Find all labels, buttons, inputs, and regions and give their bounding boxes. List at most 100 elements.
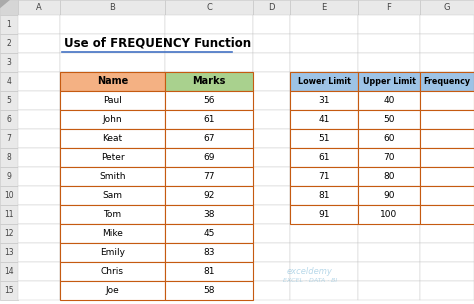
Text: 71: 71 (318, 172, 330, 181)
Bar (165, 110, 253, 129)
Bar (358, 205, 420, 224)
Bar (165, 167, 253, 186)
Bar (18, 91, 60, 110)
Text: C: C (206, 3, 212, 12)
Bar (420, 15, 474, 34)
Bar (18, 205, 60, 224)
Bar (253, 262, 290, 281)
Bar (290, 129, 358, 148)
Text: 61: 61 (203, 115, 215, 124)
Bar (290, 148, 358, 167)
Bar (60, 129, 165, 148)
Bar (290, 110, 358, 129)
Bar (290, 91, 358, 110)
Bar (290, 262, 358, 281)
Bar (165, 262, 253, 281)
Text: 7: 7 (7, 134, 11, 143)
Bar (18, 72, 60, 91)
Bar (420, 243, 474, 262)
Text: 58: 58 (203, 286, 215, 295)
Bar (358, 243, 420, 262)
Bar (253, 243, 290, 262)
Bar (290, 148, 358, 167)
Bar (420, 0, 474, 15)
Bar (165, 72, 253, 91)
Bar (165, 72, 253, 91)
Bar (290, 205, 358, 224)
Bar (165, 148, 253, 167)
Bar (358, 262, 420, 281)
Bar (165, 91, 253, 110)
Bar (165, 15, 253, 34)
Bar (290, 34, 358, 53)
Bar (253, 72, 290, 91)
Text: John: John (103, 115, 122, 124)
Bar (253, 110, 290, 129)
Bar (290, 186, 358, 205)
Bar (420, 224, 474, 243)
Text: 6: 6 (7, 115, 11, 124)
Text: Emily: Emily (100, 248, 125, 257)
Bar (420, 129, 474, 148)
Text: 50: 50 (383, 115, 395, 124)
Bar (18, 53, 60, 72)
Text: 81: 81 (203, 267, 215, 276)
Bar (165, 0, 253, 15)
Text: 80: 80 (383, 172, 395, 181)
Text: 9: 9 (7, 172, 11, 181)
Bar (0, 72, 18, 91)
Bar (420, 186, 474, 205)
Bar (60, 281, 165, 300)
Text: Peter: Peter (100, 153, 124, 162)
Bar (290, 0, 358, 15)
Bar (358, 148, 420, 167)
Bar (358, 0, 420, 15)
Text: 41: 41 (319, 115, 330, 124)
Bar (253, 167, 290, 186)
Bar (60, 262, 165, 281)
Text: 11: 11 (4, 210, 14, 219)
Bar (290, 53, 358, 72)
Bar (358, 129, 420, 148)
Text: 8: 8 (7, 153, 11, 162)
Bar (358, 72, 420, 91)
Bar (358, 167, 420, 186)
Bar (18, 34, 60, 53)
Text: 92: 92 (203, 191, 215, 200)
Text: E: E (321, 3, 327, 12)
Bar (165, 243, 253, 262)
Text: 61: 61 (318, 153, 330, 162)
Bar (420, 262, 474, 281)
Bar (253, 205, 290, 224)
Text: 60: 60 (383, 134, 395, 143)
Bar (420, 72, 474, 91)
Text: 12: 12 (4, 229, 14, 238)
Bar (290, 281, 358, 300)
Bar (165, 53, 253, 72)
Bar (0, 167, 18, 186)
Bar (358, 72, 420, 91)
Text: Joe: Joe (106, 286, 119, 295)
Bar (358, 224, 420, 243)
Text: exceldemy: exceldemy (287, 268, 333, 277)
Bar (358, 129, 420, 148)
Text: Frequency: Frequency (423, 77, 471, 86)
Bar (0, 53, 18, 72)
Text: Mike: Mike (102, 229, 123, 238)
Bar (253, 148, 290, 167)
Bar (60, 205, 165, 224)
Bar (60, 167, 165, 186)
Text: 31: 31 (318, 96, 330, 105)
Text: Sam: Sam (102, 191, 122, 200)
Bar (253, 0, 290, 15)
Bar (165, 281, 253, 300)
Bar (290, 224, 358, 243)
Bar (0, 281, 18, 300)
Bar (60, 148, 165, 167)
Bar (0, 148, 18, 167)
Bar (18, 243, 60, 262)
Bar (0, 243, 18, 262)
Bar (358, 205, 420, 224)
Bar (165, 186, 253, 205)
Bar (18, 110, 60, 129)
